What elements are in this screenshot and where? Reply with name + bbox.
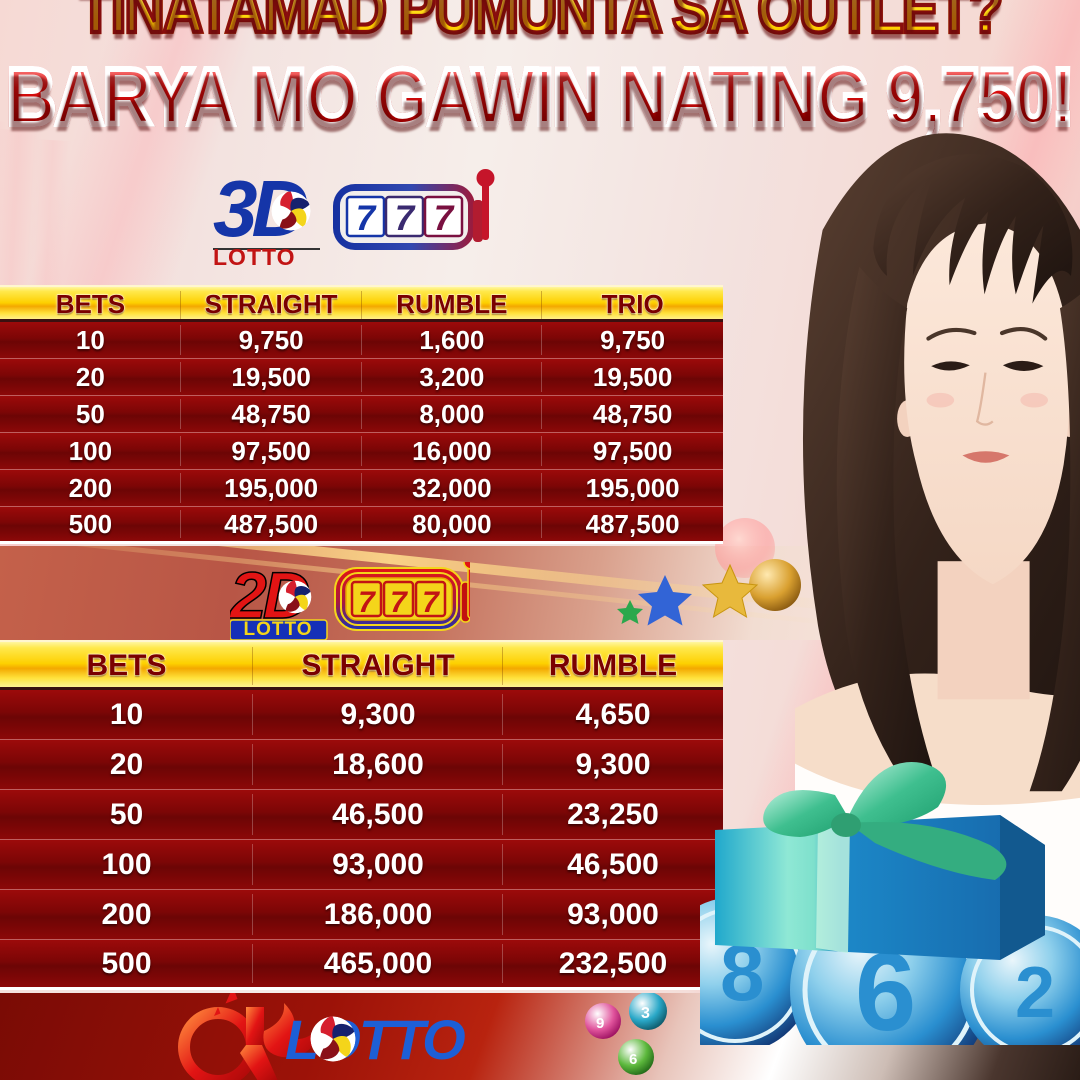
svg-text:7: 7 — [395, 199, 416, 238]
svg-text:7: 7 — [358, 586, 376, 619]
svg-text:9: 9 — [596, 1015, 604, 1032]
svg-text:LOTTO: LOTTO — [213, 244, 296, 266]
svg-text:7: 7 — [422, 586, 440, 619]
svg-text:7: 7 — [356, 199, 377, 238]
svg-text:6: 6 — [629, 1051, 637, 1068]
svg-text:3: 3 — [641, 1005, 650, 1022]
svg-text:7: 7 — [390, 586, 408, 619]
svg-text:2: 2 — [1015, 953, 1055, 1033]
svg-text:LOTTO: LOTTO — [243, 619, 312, 640]
svg-text:7: 7 — [434, 199, 455, 238]
